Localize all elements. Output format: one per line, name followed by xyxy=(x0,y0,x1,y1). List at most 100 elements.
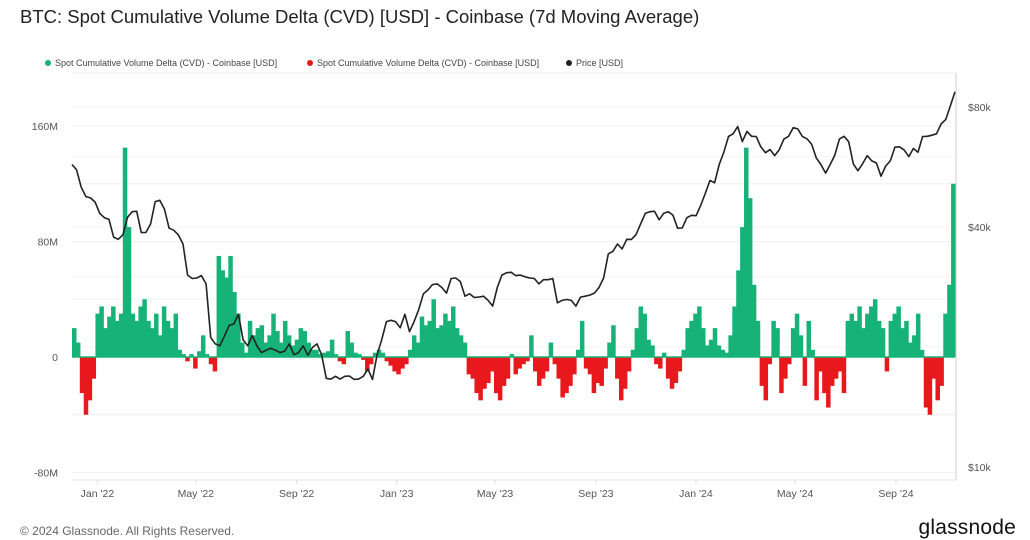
cvd-bar-positive xyxy=(701,328,706,357)
cvd-bar-negative xyxy=(533,357,538,371)
cvd-bar-negative xyxy=(830,357,835,386)
cvd-bar-positive xyxy=(685,328,690,357)
cvd-bar-positive xyxy=(228,256,233,357)
cvd-bar-positive xyxy=(123,148,128,357)
cvd-bar-positive xyxy=(908,343,913,357)
cvd-bar-positive xyxy=(115,321,120,357)
cvd-bar-positive xyxy=(713,328,718,357)
cvd-bar-negative xyxy=(783,357,788,379)
cvd-bar-negative xyxy=(779,357,784,393)
cvd-bar-positive xyxy=(455,328,460,357)
cvd-bar-positive xyxy=(721,350,726,357)
cvd-bar-positive xyxy=(420,317,425,357)
cvd-bar-negative xyxy=(556,357,561,379)
cvd-bar-positive xyxy=(135,321,140,357)
cvd-bar-negative xyxy=(545,357,550,371)
cvd-bar-negative xyxy=(369,357,374,364)
cvd-bar-negative xyxy=(767,357,772,364)
cvd-bar-positive xyxy=(642,314,647,357)
cvd-bar-positive xyxy=(529,335,534,357)
cvd-bar-positive xyxy=(99,306,104,357)
cvd-bar-negative xyxy=(490,357,495,371)
cvd-bar-negative xyxy=(404,357,409,364)
cvd-bar-negative xyxy=(615,357,620,379)
cvd-bar-negative xyxy=(517,357,522,369)
cvd-bar-positive xyxy=(459,335,464,357)
cvd-bar-negative xyxy=(471,357,476,379)
cvd-bar-negative xyxy=(502,357,507,386)
copyright-text: © 2024 Glassnode. All Rights Reserved. xyxy=(20,524,234,538)
cvd-bar-positive xyxy=(275,331,280,357)
cvd-bar-positive xyxy=(900,328,905,357)
y-tick-label-right: $40k xyxy=(968,222,992,234)
cvd-bar-positive xyxy=(799,335,804,357)
cvd-bar-positive xyxy=(428,321,433,357)
cvd-bar-negative xyxy=(400,357,405,369)
cvd-bar-negative xyxy=(764,357,769,400)
x-tick-label: Sep '22 xyxy=(279,488,314,500)
cvd-bar-positive xyxy=(943,314,948,357)
cvd-bar-positive xyxy=(154,314,159,357)
cvd-bar-positive xyxy=(72,328,77,357)
cvd-bar-positive xyxy=(107,317,112,357)
cvd-bar-negative xyxy=(670,357,675,389)
cvd-bar-positive xyxy=(756,321,761,357)
cvd-bar-negative xyxy=(818,357,823,371)
cvd-bar-negative xyxy=(388,357,393,366)
glassnode-logo[interactable]: glassnode xyxy=(918,516,1016,540)
cvd-bar-positive xyxy=(892,314,897,357)
cvd-bar-positive xyxy=(635,328,640,357)
cvd-bar-positive xyxy=(166,321,171,357)
cvd-bar-negative xyxy=(541,357,546,379)
cvd-bar-negative xyxy=(84,357,89,415)
cvd-bar-positive xyxy=(877,321,882,357)
cvd-bar-positive xyxy=(267,335,272,357)
cvd-bar-positive xyxy=(639,306,644,357)
cvd-bar-positive xyxy=(850,314,855,357)
cvd-bar-positive xyxy=(150,328,155,357)
cvd-bar-negative xyxy=(572,357,577,374)
x-tick-label: May '22 xyxy=(178,488,215,500)
cvd-bar-positive xyxy=(740,227,745,357)
cvd-bar-positive xyxy=(408,350,413,357)
cvd-bar-positive xyxy=(279,343,284,357)
cvd-bar-negative xyxy=(787,357,792,364)
cvd-bar-negative xyxy=(803,357,808,386)
cvd-bar-positive xyxy=(447,321,452,357)
gridlines xyxy=(72,107,955,473)
cvd-bar-positive xyxy=(439,325,444,357)
cvd-bar-positive xyxy=(111,306,116,357)
y-tick-label-left: -80M xyxy=(34,468,58,480)
cvd-bar-positive xyxy=(744,148,749,357)
cvd-bar-positive xyxy=(127,227,132,357)
cvd-bar-positive xyxy=(576,350,581,357)
cvd-bar-negative xyxy=(396,357,401,374)
cvd-bar-positive xyxy=(217,256,222,357)
cvd-bar-positive xyxy=(916,314,921,357)
cvd-bar-negative xyxy=(654,357,659,364)
cvd-bar-positive xyxy=(451,306,456,357)
cvd-bar-negative xyxy=(474,357,479,393)
cvd-bar-positive xyxy=(728,335,733,357)
cvd-bar-negative xyxy=(494,357,499,393)
cvd-bar-positive xyxy=(131,314,136,357)
cvd-bar-positive xyxy=(861,328,866,357)
cvd-bar-negative xyxy=(596,357,601,383)
cvd-bar-positive xyxy=(424,325,429,357)
cvd-bar-positive xyxy=(682,350,687,357)
cvd-bar-positive xyxy=(174,314,179,357)
cvd-bar-positive xyxy=(345,331,350,357)
cvd-bar-positive xyxy=(771,321,776,357)
cvd-bar-positive xyxy=(631,350,636,357)
cvd-bar-negative xyxy=(209,357,214,364)
cvd-bar-positive xyxy=(76,343,81,357)
cvd-bar-positive xyxy=(865,314,870,357)
cvd-bar-negative xyxy=(564,357,569,393)
cvd-bar-positive xyxy=(709,340,714,357)
cvd-bar-positive xyxy=(326,351,331,357)
cvd-bar-negative xyxy=(467,357,472,374)
cvd-bar-negative xyxy=(514,357,519,374)
cvd-bar-positive xyxy=(607,343,612,357)
cvd-bar-positive xyxy=(142,299,147,357)
cvd-bar-negative xyxy=(760,357,765,386)
